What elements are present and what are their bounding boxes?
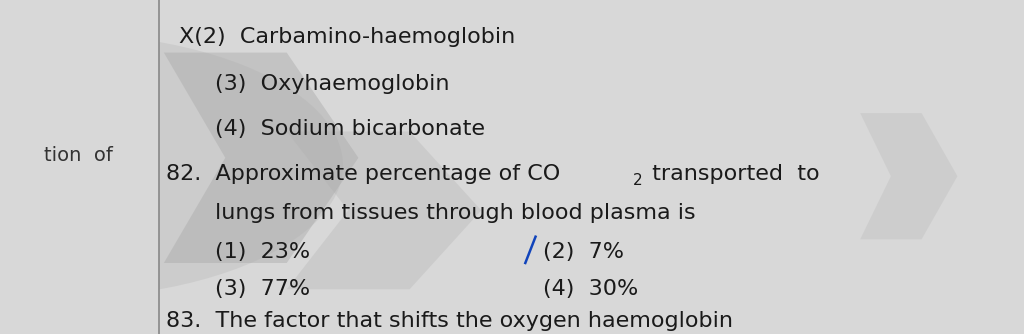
Text: (4)  Sodium bicarbonate: (4) Sodium bicarbonate xyxy=(215,119,485,139)
Polygon shape xyxy=(0,33,343,298)
Text: (3)  Oxyhaemoglobin: (3) Oxyhaemoglobin xyxy=(215,74,450,94)
Text: (1)  23%: (1) 23% xyxy=(215,242,310,263)
Text: transported  to: transported to xyxy=(645,164,820,184)
Text: tion  of: tion of xyxy=(44,146,114,165)
Text: lungs from tissues through blood plasma is: lungs from tissues through blood plasma … xyxy=(215,203,695,223)
Text: (2)  7%: (2) 7% xyxy=(543,242,624,263)
Text: 83.  The factor that shifts the oxygen haemoglobin: 83. The factor that shifts the oxygen ha… xyxy=(166,311,733,331)
Polygon shape xyxy=(860,113,957,239)
Text: 2: 2 xyxy=(633,173,642,188)
Polygon shape xyxy=(164,52,358,263)
Bar xyxy=(0,0,159,334)
Text: X(2)  Carbamino-haemoglobin: X(2) Carbamino-haemoglobin xyxy=(179,27,515,47)
Text: 82.  Approximate percentage of CO: 82. Approximate percentage of CO xyxy=(166,164,560,184)
Text: (3)  77%: (3) 77% xyxy=(215,279,310,299)
Text: (4)  30%: (4) 30% xyxy=(543,279,638,299)
Polygon shape xyxy=(287,132,481,289)
